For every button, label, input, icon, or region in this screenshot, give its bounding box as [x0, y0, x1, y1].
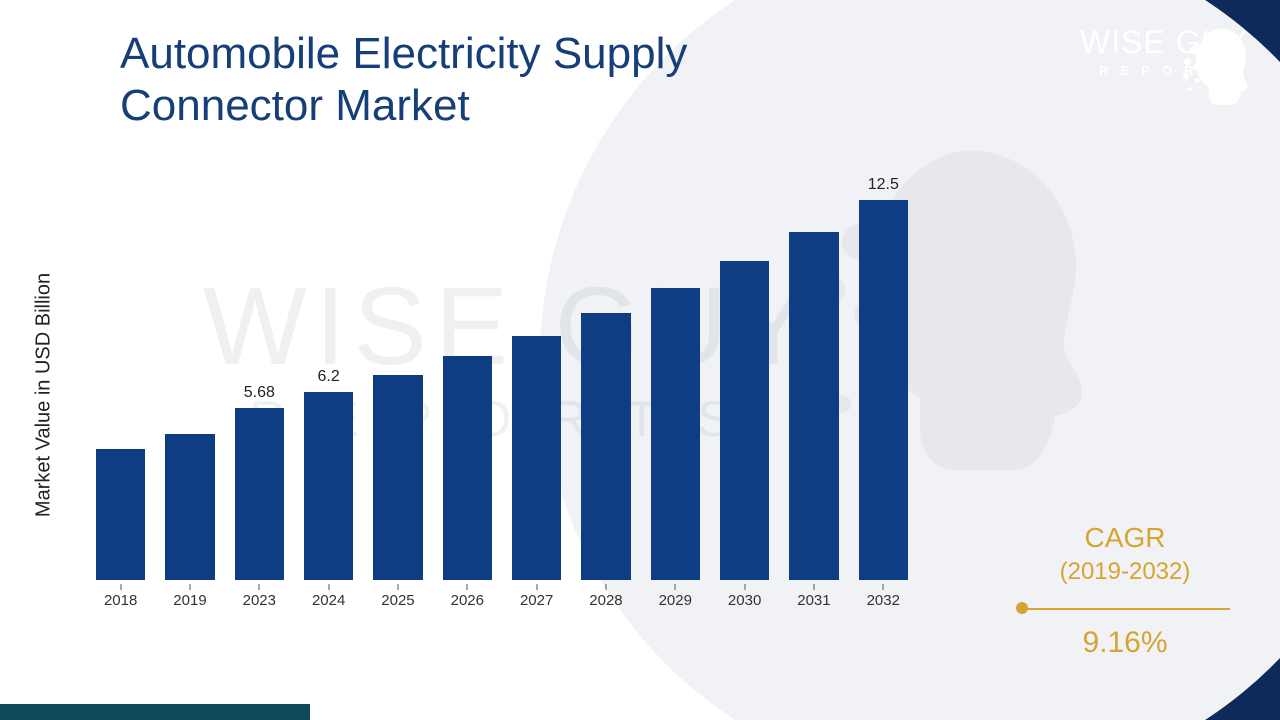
bar [373, 375, 422, 580]
bar [789, 232, 838, 580]
x-tick: 2030 [720, 584, 769, 620]
bar-chart: Market Value in USD Billion 5.686.212.5 … [44, 170, 914, 620]
brand-logo: WISE GUY REPORTS [1080, 24, 1248, 78]
logo-head-icon [1178, 26, 1254, 112]
cagr-title: CAGR [1010, 522, 1240, 554]
bar-value-label: 12.5 [868, 176, 899, 196]
bar-2031 [789, 208, 838, 580]
page-title: Automobile Electricity Supply Connector … [120, 28, 880, 132]
bar-2024: 6.2 [304, 368, 353, 580]
bar-2018 [96, 425, 145, 580]
bar [165, 434, 214, 580]
bars-container: 5.68 6.2 12.5 [90, 170, 914, 580]
x-tick: 2023 [235, 584, 284, 620]
x-tick: 2032 [859, 584, 908, 620]
x-axis: 2018 2019 2023 2024 2025 2026 2027 2028 2029 2030… [90, 584, 914, 620]
bottom-accent-bar [0, 704, 310, 720]
bar-2023: 5.68 [235, 384, 284, 581]
bar [720, 261, 769, 580]
chart-canvas: WISE GUY REPORTS WISE GUY REPORTS CAGR (… [0, 0, 1280, 720]
bar [651, 288, 700, 580]
x-tick: 2029 [651, 584, 700, 620]
bar [304, 392, 353, 580]
bar [443, 356, 492, 580]
x-tick: 2031 [789, 584, 838, 620]
bar-2019 [165, 410, 214, 580]
y-axis-label: Market Value in USD Billion [33, 273, 56, 517]
x-tick: 2027 [512, 584, 561, 620]
plot-area: 5.68 6.2 12.5 [90, 170, 914, 580]
cagr-value: 9.16% [1010, 626, 1240, 660]
bar [96, 449, 145, 580]
bar [581, 313, 630, 580]
x-tick: 2026 [443, 584, 492, 620]
x-tick: 2019 [165, 584, 214, 620]
bar [235, 408, 284, 581]
bar-2026 [443, 332, 492, 580]
bar-2025 [373, 351, 422, 580]
cagr-divider [1020, 604, 1230, 612]
bar-2028 [581, 289, 630, 580]
x-tick: 2018 [96, 584, 145, 620]
cagr-range: (2019-2032) [1010, 558, 1240, 586]
cagr-block: CAGR (2019-2032) 9.16% [1010, 522, 1240, 660]
bar-2030 [720, 237, 769, 580]
bar-value-label: 5.68 [244, 384, 275, 404]
bar-2032: 12.5 [859, 176, 908, 580]
bar-value-label: 6.2 [318, 368, 340, 388]
bar [512, 336, 561, 580]
x-tick: 2028 [581, 584, 630, 620]
bar-2029 [651, 264, 700, 580]
x-tick: 2025 [373, 584, 422, 620]
bar-2027 [512, 312, 561, 580]
x-tick: 2024 [304, 584, 353, 620]
bar [859, 200, 908, 580]
